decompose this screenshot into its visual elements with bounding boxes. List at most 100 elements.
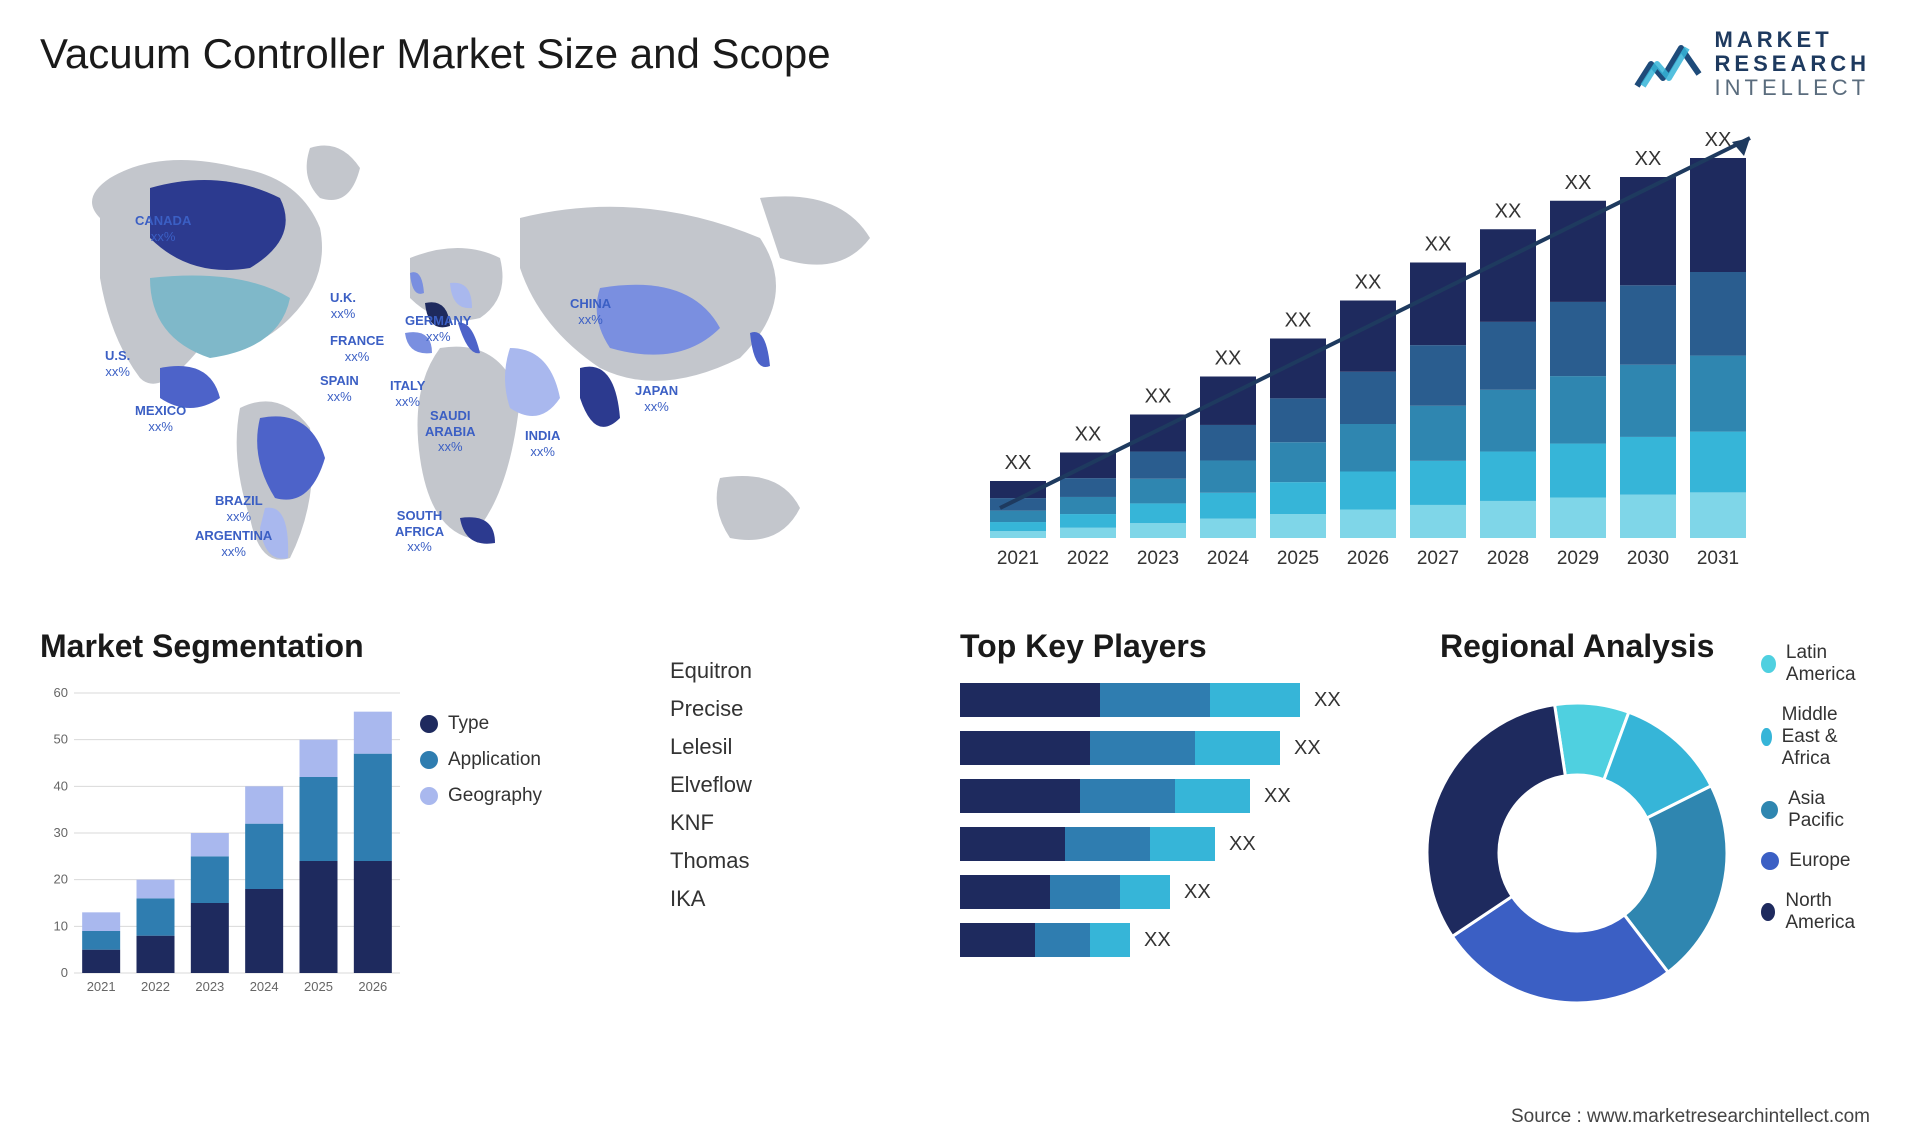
segmentation-title: Market Segmentation (40, 628, 640, 665)
growth-bar-segment (1130, 452, 1186, 479)
seg-bar-segment (82, 931, 120, 950)
key-player-bar-segment (960, 779, 1080, 813)
growth-bar-segment (1200, 493, 1256, 519)
key-player-bar-segment (960, 827, 1065, 861)
map-label: CHINAxx% (570, 296, 611, 327)
growth-bar-label: XX (1145, 386, 1172, 408)
legend-dot (1761, 801, 1778, 819)
growth-svg: XX2021XX2022XX2023XX2024XX2025XX2026XX20… (960, 98, 1860, 578)
growth-bar-segment (1550, 376, 1606, 443)
growth-bar-segment (1550, 302, 1606, 376)
map-label: U.K.xx% (330, 290, 356, 321)
player-item: KNF (670, 810, 930, 836)
map-label: BRAZILxx% (215, 493, 263, 524)
growth-bar-segment (1690, 492, 1746, 538)
map-svg (40, 98, 920, 578)
seg-bar-segment (245, 786, 283, 823)
page-title: Vacuum Controller Market Size and Scope (40, 30, 1880, 78)
map-label: SOUTHAFRICAxx% (395, 508, 444, 555)
players-list-panel: EquitronPreciseLelesilElveflowKNFThomasI… (670, 628, 930, 1058)
growth-bar-segment (1480, 452, 1536, 501)
map-label: INDIAxx% (525, 428, 560, 459)
key-player-bar-segment (1210, 683, 1300, 717)
seg-bar-segment (137, 880, 175, 899)
legend-dot (1761, 655, 1776, 673)
seg-bar-segment (354, 861, 392, 973)
growth-bar-label: XX (1215, 348, 1242, 370)
key-player-row: XX (960, 683, 1387, 717)
growth-year-label: 2026 (1347, 548, 1389, 569)
key-player-bar-segment (960, 875, 1050, 909)
growth-bar-label: XX (1285, 310, 1312, 332)
seg-bar-segment (191, 856, 229, 903)
segmentation-svg: 0102030405060202120222023202420252026 (40, 683, 400, 1003)
seg-xtick: 2026 (358, 979, 387, 994)
seg-legend-item: Type (420, 713, 542, 735)
region-legend-item: Latin America (1761, 642, 1880, 686)
growth-bar-segment (1200, 460, 1256, 492)
growth-bar-segment (1340, 424, 1396, 472)
map-label: SAUDIARABIAxx% (425, 408, 476, 455)
regional-title: Regional Analysis (1417, 628, 1737, 665)
growth-bar-segment (1690, 356, 1746, 432)
legend-label: Geography (448, 785, 542, 807)
legend-label: Middle East & Africa (1782, 704, 1880, 770)
growth-bar-segment (1130, 503, 1186, 523)
growth-year-label: 2023 (1137, 548, 1179, 569)
seg-xtick: 2021 (87, 979, 116, 994)
seg-ytick: 50 (54, 732, 68, 747)
growth-bar-segment (1410, 461, 1466, 505)
growth-bar-segment (1690, 432, 1746, 493)
legend-label: Application (448, 749, 541, 771)
legend-label: Europe (1789, 850, 1850, 872)
map-label: CANADAxx% (135, 213, 191, 244)
legend-dot (1761, 903, 1775, 921)
region-legend-item: Asia Pacific (1761, 788, 1880, 832)
key-player-bar-segment (1100, 683, 1210, 717)
growth-bar-segment (1340, 372, 1396, 424)
growth-year-label: 2031 (1697, 548, 1739, 569)
growth-bar-segment (1550, 444, 1606, 498)
key-player-bar (960, 779, 1250, 813)
growth-bar-label: XX (1425, 234, 1452, 256)
growth-bar-segment (1480, 501, 1536, 538)
key-player-bar-segment (960, 731, 1090, 765)
key-player-bar-segment (1120, 875, 1170, 909)
key-player-row: XX (960, 779, 1387, 813)
seg-legend-item: Geography (420, 785, 542, 807)
seg-ytick: 0 (61, 965, 68, 980)
legend-dot (1761, 852, 1779, 870)
seg-bar-segment (82, 950, 120, 973)
key-player-bar (960, 923, 1130, 957)
logo-line1: MARKET (1715, 28, 1870, 52)
growth-bar-label: XX (1635, 148, 1662, 170)
growth-bar-segment (1550, 498, 1606, 538)
segmentation-panel: Market Segmentation 01020304050602021202… (40, 628, 640, 1058)
seg-ytick: 60 (54, 685, 68, 700)
growth-bar-segment (990, 511, 1046, 522)
key-player-bar-segment (1150, 827, 1215, 861)
key-player-bar-segment (1035, 923, 1090, 957)
key-player-bar (960, 683, 1300, 717)
growth-bar-segment (1690, 158, 1746, 272)
players-list: EquitronPreciseLelesilElveflowKNFThomasI… (670, 658, 930, 912)
key-player-row: XX (960, 731, 1387, 765)
donut-svg (1417, 683, 1737, 1003)
growth-bar-label: XX (1495, 200, 1522, 222)
legend-label: Asia Pacific (1788, 788, 1880, 832)
seg-xtick: 2024 (250, 979, 279, 994)
seg-bar-segment (137, 936, 175, 973)
growth-year-label: 2029 (1557, 548, 1599, 569)
world-map: CANADAxx%U.S.xx%MEXICOxx%BRAZILxx%ARGENT… (40, 98, 920, 578)
seg-xtick: 2025 (304, 979, 333, 994)
logo-line3: INTELLECT (1715, 76, 1870, 100)
map-label: ARGENTINAxx% (195, 528, 272, 559)
map-label: SPAINxx% (320, 373, 359, 404)
growth-bar-segment (1410, 406, 1466, 461)
key-player-bar-segment (1175, 779, 1250, 813)
growth-bar-segment (1060, 497, 1116, 514)
growth-bar-segment (1270, 514, 1326, 538)
key-player-value: XX (1314, 689, 1341, 712)
key-player-value: XX (1144, 929, 1171, 952)
seg-bar-segment (245, 824, 283, 889)
